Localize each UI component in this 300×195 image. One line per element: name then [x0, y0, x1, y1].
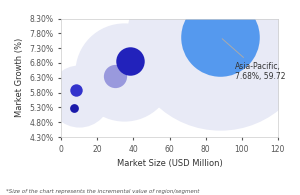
Point — [218, 35, 223, 38]
Point — [218, 35, 223, 38]
Point — [77, 94, 82, 97]
Y-axis label: Market Growth (%): Market Growth (%) — [15, 38, 24, 117]
X-axis label: Market Size (USD Million): Market Size (USD Million) — [117, 159, 222, 168]
Point — [122, 70, 127, 74]
Text: Asia-Pacific,
7.68%, 59.72: Asia-Pacific, 7.68%, 59.72 — [222, 39, 285, 82]
Point — [113, 75, 118, 78]
Point — [71, 106, 76, 110]
Point — [74, 89, 78, 92]
Text: *Size of the chart represents the incremental value of region/segment: *Size of the chart represents the increm… — [6, 189, 200, 194]
Point — [128, 59, 132, 62]
